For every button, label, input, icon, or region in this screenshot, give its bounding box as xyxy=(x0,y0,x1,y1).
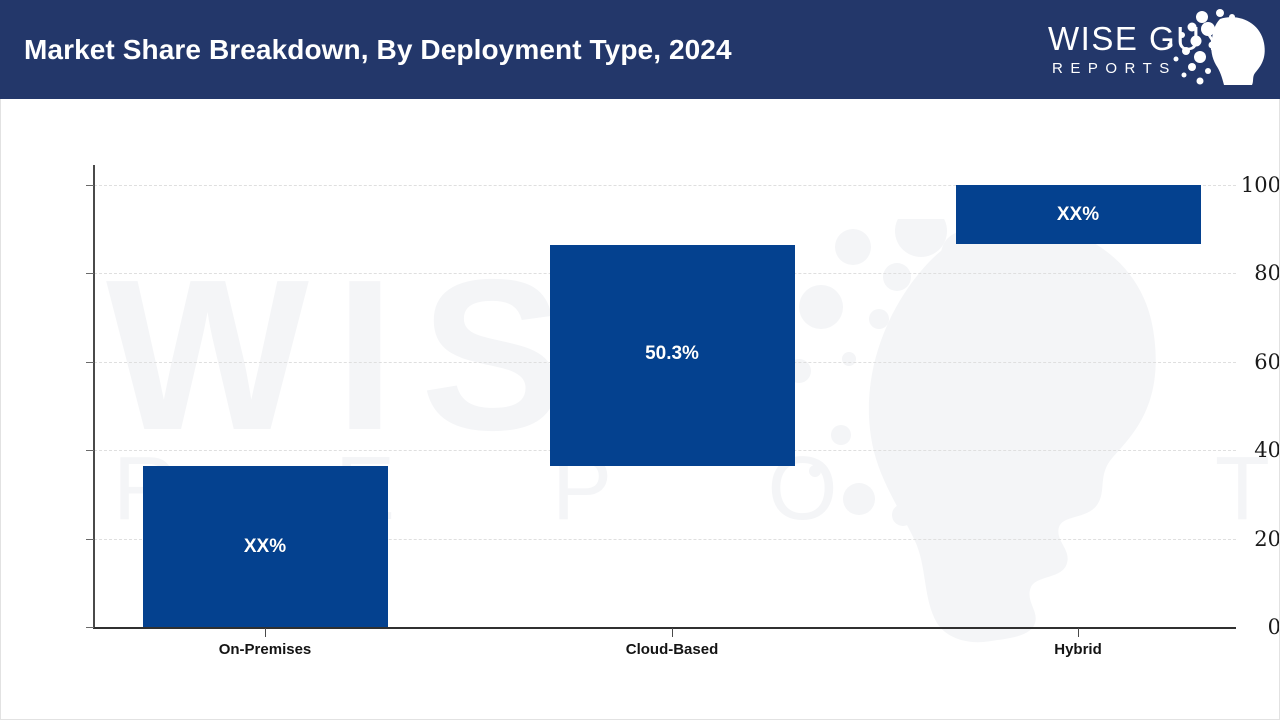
bar-label-cloud-based: 50.3% xyxy=(645,343,699,364)
page-header: Market Share Breakdown, By Deployment Ty… xyxy=(0,0,1280,99)
y-tick-mark-40 xyxy=(86,450,94,451)
y-tick-mark-20 xyxy=(86,539,94,540)
y-tick-label-40: 40 xyxy=(1254,438,1280,462)
x-tick-mark-cloud-based xyxy=(672,628,673,637)
x-tick-label-cloud-based: Cloud-Based xyxy=(625,641,719,658)
y-tick-mark-0 xyxy=(86,627,94,628)
y-tick-label-0: 0 xyxy=(1267,615,1280,639)
x-tick-label-hybrid: Hybrid xyxy=(1054,641,1102,658)
y-tick-label-60: 60 xyxy=(1254,350,1280,374)
y-tick-label-80: 80 xyxy=(1254,261,1280,285)
bar-label-on-premises: XX% xyxy=(243,536,287,557)
x-tick-mark-on-premises xyxy=(265,628,266,637)
gridline-20 xyxy=(94,539,1236,540)
bar-cloud-based[interactable] xyxy=(550,245,795,466)
y-tick-mark-100 xyxy=(86,185,94,186)
x-axis-line xyxy=(93,627,1236,629)
y-tick-mark-60 xyxy=(86,362,94,363)
plot-area: XX% 50.3% XX% 100 80 60 40 20 0 On-Pre xyxy=(1,99,1280,719)
bar-label-hybrid: XX% xyxy=(1056,204,1100,225)
y-axis-line xyxy=(93,165,95,628)
y-tick-mark-80 xyxy=(86,273,94,274)
y-tick-label-20: 20 xyxy=(1254,527,1280,551)
page-title: Market Share Breakdown, By Deployment Ty… xyxy=(24,33,732,65)
wise-guy-reports-logo: WISE GUY REPORTS xyxy=(1024,5,1274,95)
gridline-100 xyxy=(94,185,1236,186)
bar-on-premises[interactable] xyxy=(143,466,388,627)
x-tick-mark-hybrid xyxy=(1078,628,1079,637)
x-tick-label-on-premises: On-Premises xyxy=(218,641,312,658)
svg-text:REPORTS: REPORTS xyxy=(1052,60,1177,77)
chart-area: WISE R E P O R T S xyxy=(0,99,1280,720)
y-tick-label-100: 100 xyxy=(1240,173,1280,197)
